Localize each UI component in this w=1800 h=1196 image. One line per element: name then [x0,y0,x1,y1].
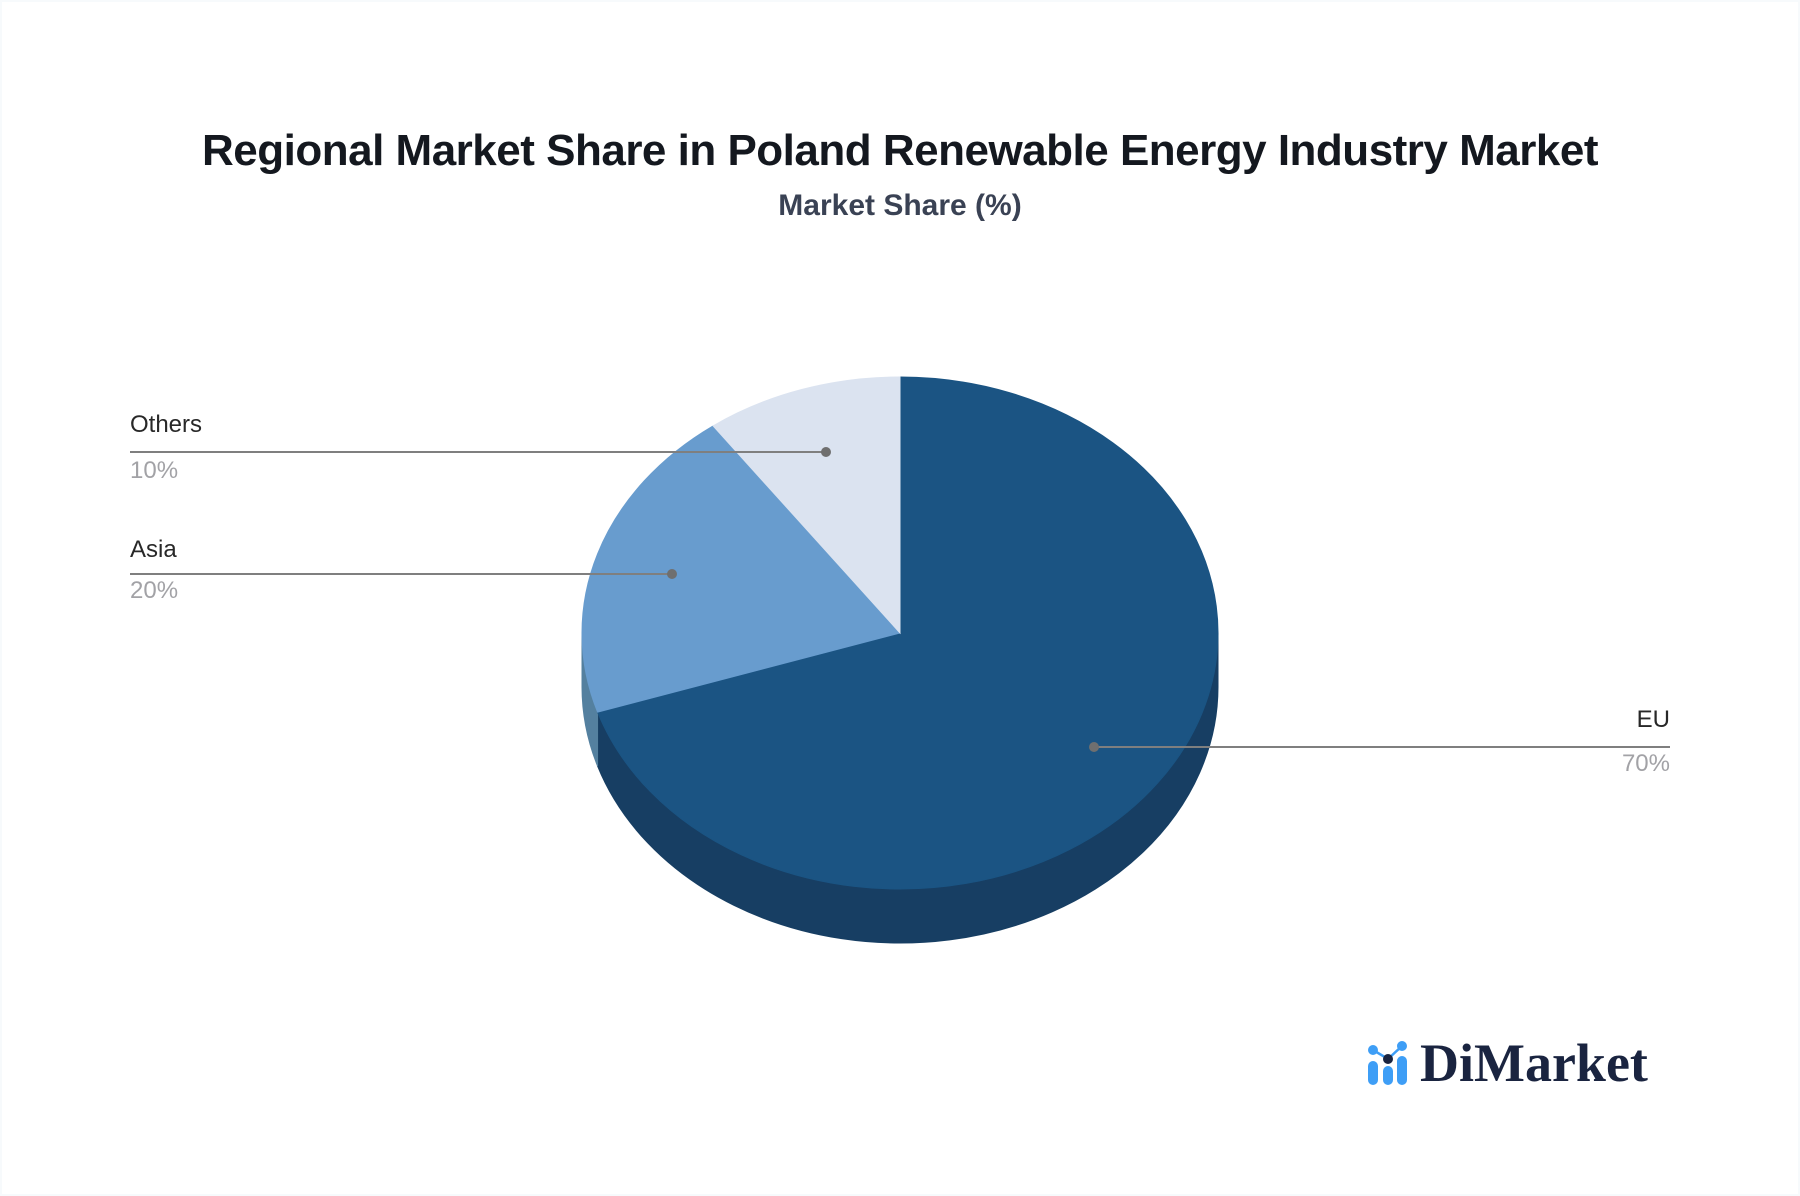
callout-value-eu: 70% [1621,750,1670,777]
logo-dots [1368,1041,1407,1064]
leader-dot-eu [1089,742,1099,752]
pie-slice-asia [581,425,901,713]
pie-slice-eu [596,376,1219,890]
chart-title: Regional Market Share in Poland Renewabl… [202,126,1598,175]
callout-label-asia: Asia [130,536,177,563]
dimarket-logo: DiMarket [1366,1033,1648,1094]
bar-chart-logo-icon [1368,1041,1407,1085]
callout-label-others: Others [130,411,203,438]
leader-dot-others [821,447,831,457]
pie-slice-others [712,376,901,635]
callout-label-eu: EU [1636,706,1670,733]
callout-value-asia: 20% [130,577,179,604]
logo-bars [1368,1056,1407,1085]
logo-text: DiMarket [1420,1033,1648,1093]
leader-dot-asia [667,569,677,579]
callout-value-others: 10% [130,457,179,484]
chart-subtitle: Market Share (%) [778,189,1022,222]
